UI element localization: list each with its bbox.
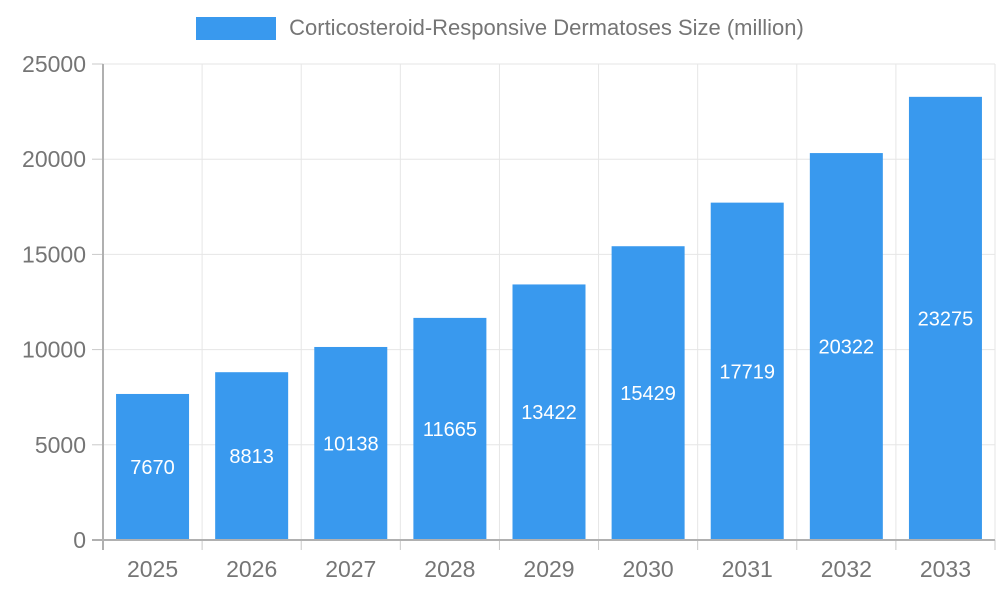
bar — [116, 393, 190, 540]
y-tick-label: 0 — [73, 527, 86, 553]
x-tick-label: 2026 — [226, 556, 277, 582]
bar — [611, 246, 685, 540]
bar — [413, 317, 487, 540]
bar-value-label: 7670 — [130, 457, 175, 479]
bar — [710, 202, 784, 540]
bar-value-label: 23275 — [918, 308, 974, 330]
bar — [809, 153, 883, 540]
x-tick-label: 2031 — [722, 556, 773, 582]
x-tick-label: 2025 — [127, 556, 178, 582]
y-tick-label: 20000 — [22, 146, 86, 172]
y-tick-label: 10000 — [22, 337, 86, 363]
x-tick-label: 2032 — [821, 556, 872, 582]
bar — [908, 96, 982, 541]
x-tick-label: 2028 — [424, 556, 475, 582]
bar-value-label: 13422 — [521, 402, 577, 424]
bar — [215, 372, 289, 540]
chart-legend: Corticosteroid-Responsive Dermatoses Siz… — [0, 15, 1000, 41]
legend-swatch — [196, 16, 277, 40]
x-tick-label: 2033 — [920, 556, 971, 582]
y-tick-label: 5000 — [35, 432, 86, 458]
bar-value-label: 8813 — [229, 446, 274, 468]
y-tick-label: 25000 — [22, 51, 86, 77]
x-tick-label: 2029 — [523, 556, 574, 582]
bar-value-label: 20322 — [819, 337, 875, 359]
bar-value-label: 15429 — [620, 383, 676, 405]
x-tick-label: 2027 — [325, 556, 376, 582]
bar — [314, 346, 388, 540]
bar — [512, 284, 586, 540]
bar-value-label: 10138 — [323, 433, 379, 455]
bar-value-label: 11665 — [423, 419, 477, 441]
y-tick-label: 15000 — [22, 241, 86, 267]
x-tick-label: 2030 — [623, 556, 674, 582]
legend-label: Corticosteroid-Responsive Dermatoses Siz… — [289, 15, 804, 40]
bar-value-label: 17719 — [719, 361, 775, 383]
